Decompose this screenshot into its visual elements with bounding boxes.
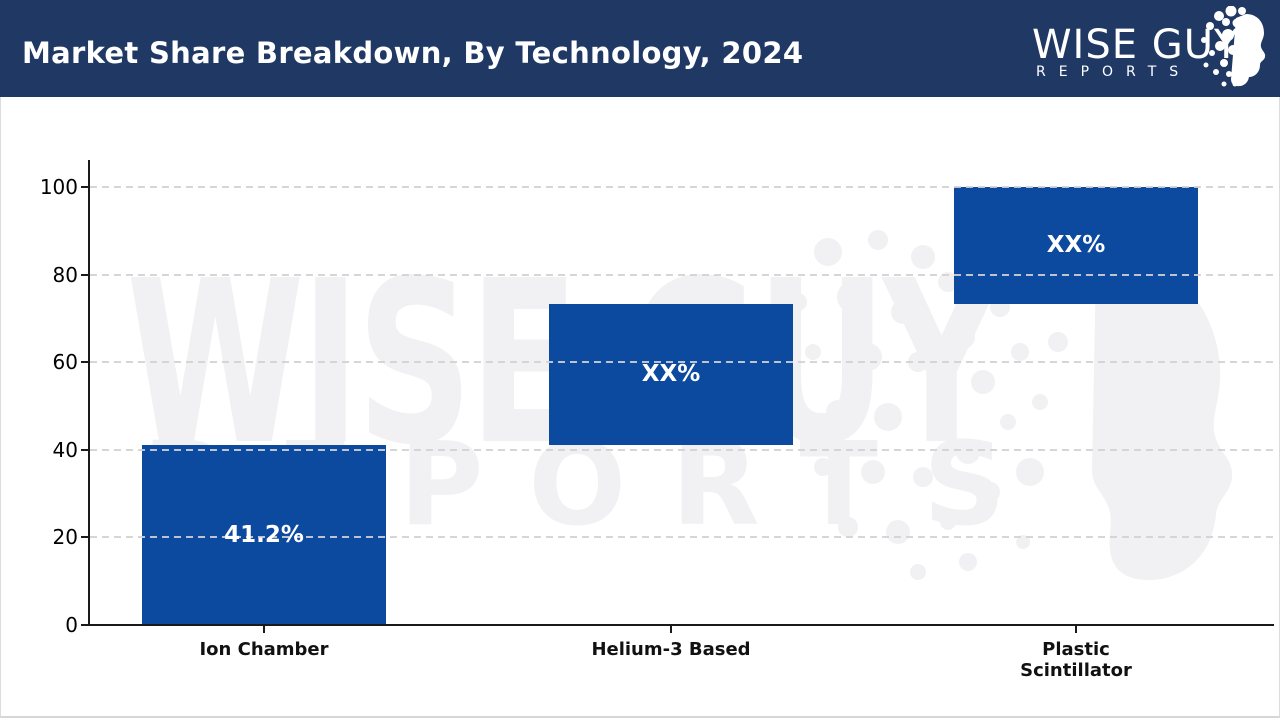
left-border-line <box>0 97 1 718</box>
y-tick-label: 20 <box>52 525 78 550</box>
face-profile-icon <box>1201 6 1266 87</box>
bar-segment <box>549 303 793 445</box>
y-tick-label: 80 <box>52 262 78 287</box>
gridline <box>90 361 1274 364</box>
header-bar: Market Share Breakdown, By Technology, 2… <box>0 0 1280 97</box>
bar-segment <box>142 444 386 625</box>
y-tick-label: 40 <box>52 437 78 462</box>
x-axis-line <box>88 624 1274 626</box>
bar-value-label: XX% <box>641 361 701 388</box>
gridline <box>90 448 1274 451</box>
bottom-border-line <box>0 716 1280 718</box>
bar-segment <box>954 187 1198 304</box>
y-tick <box>81 186 88 188</box>
y-tick <box>81 361 88 364</box>
gridline <box>90 536 1274 539</box>
brand-logo: WISE GUY REPORTS <box>1026 4 1266 94</box>
x-tick <box>1075 626 1077 633</box>
bar-value-label: XX% <box>1046 232 1106 259</box>
y-tick-label: 0 <box>65 613 78 637</box>
y-tick <box>81 273 88 276</box>
x-tick <box>263 626 265 633</box>
y-tick <box>81 536 88 539</box>
x-tick <box>670 626 672 633</box>
y-tick-label: 60 <box>52 350 78 375</box>
y-tick-label: 100 <box>39 175 78 199</box>
x-category-label: Plastic Scintillator <box>1020 639 1132 681</box>
logo-subtext: REPORTS <box>1036 64 1192 80</box>
y-tick <box>81 624 88 626</box>
x-category-label: Ion Chamber <box>199 639 329 660</box>
logo-wordmark: WISE GUY <box>1032 22 1240 68</box>
page-title: Market Share Breakdown, By Technology, 2… <box>22 36 804 70</box>
y-tick <box>81 448 88 451</box>
x-category-label: Helium-3 Based <box>591 639 751 660</box>
y-axis-line <box>88 160 90 626</box>
bar-value-label: 41.2% <box>224 521 304 548</box>
gridline <box>90 273 1274 276</box>
gridline <box>90 186 1274 188</box>
